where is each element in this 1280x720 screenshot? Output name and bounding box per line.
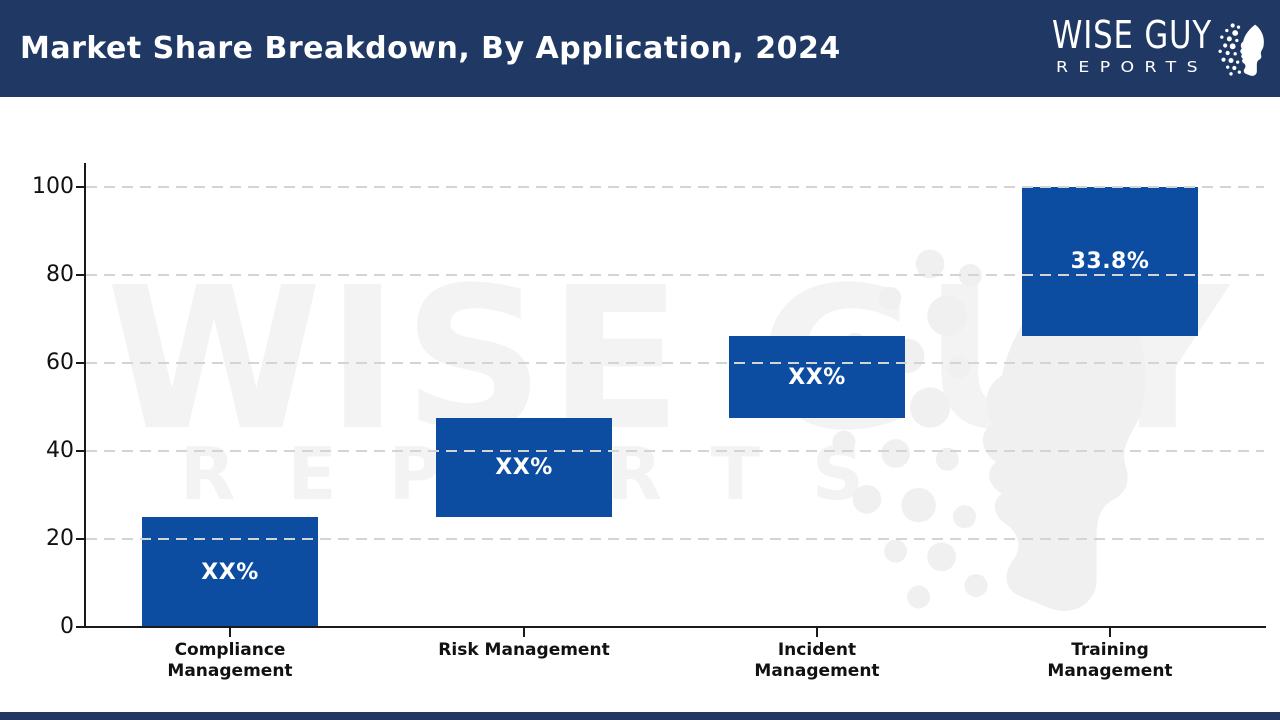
gridline: [86, 538, 1264, 540]
x-category-label: Incident Management: [754, 640, 880, 681]
y-tick-mark: [76, 538, 84, 540]
x-axis-line: [84, 626, 1266, 628]
gridline: [86, 362, 1264, 364]
x-tick-mark: [816, 628, 818, 637]
y-tick-label: 60: [46, 350, 74, 375]
bar-value-label: XX%: [788, 364, 846, 390]
gridline: [86, 186, 1264, 188]
footer-bar: [0, 712, 1280, 720]
x-category-label: Compliance Management: [167, 640, 293, 681]
gridline: [86, 274, 1264, 276]
bar-value-label: XX%: [201, 559, 259, 585]
y-tick-label: 100: [32, 174, 74, 199]
y-axis-line: [84, 163, 86, 628]
y-tick-label: 80: [46, 262, 74, 287]
y-tick-label: 20: [46, 526, 74, 551]
y-tick-mark: [76, 274, 84, 276]
bar-value-label: XX%: [495, 455, 553, 481]
logo-face-icon: [1218, 23, 1264, 76]
bar-value-label: 33.8%: [1070, 248, 1150, 274]
y-tick-mark: [76, 450, 84, 452]
bar-segment: XX%: [436, 418, 612, 517]
bar-segment: XX%: [729, 335, 905, 419]
y-tick-mark: [76, 362, 84, 364]
bar-segment: XX%: [142, 517, 318, 627]
x-tick-mark: [1109, 628, 1111, 637]
page-title: Market Share Breakdown, By Application, …: [20, 31, 841, 66]
y-tick-mark: [76, 626, 84, 628]
x-tick-mark: [523, 628, 525, 637]
x-tick-mark: [229, 628, 231, 637]
header-bar: Market Share Breakdown, By Application, …: [0, 0, 1280, 97]
logo-wordmark: WISE GUY: [1052, 13, 1212, 57]
x-category-label: Training Management: [1047, 640, 1173, 681]
brand-logo: WISE GUY REPORTS: [1052, 13, 1264, 76]
y-tick-mark: [76, 186, 84, 188]
gridline: [86, 450, 1264, 452]
y-tick-label: 0: [60, 614, 74, 639]
x-category-label: Risk Management: [438, 640, 610, 660]
logo-reports-text: REPORTS: [1056, 58, 1208, 76]
bar-segment: 33.8%: [1022, 187, 1198, 336]
y-tick-label: 40: [46, 438, 74, 463]
